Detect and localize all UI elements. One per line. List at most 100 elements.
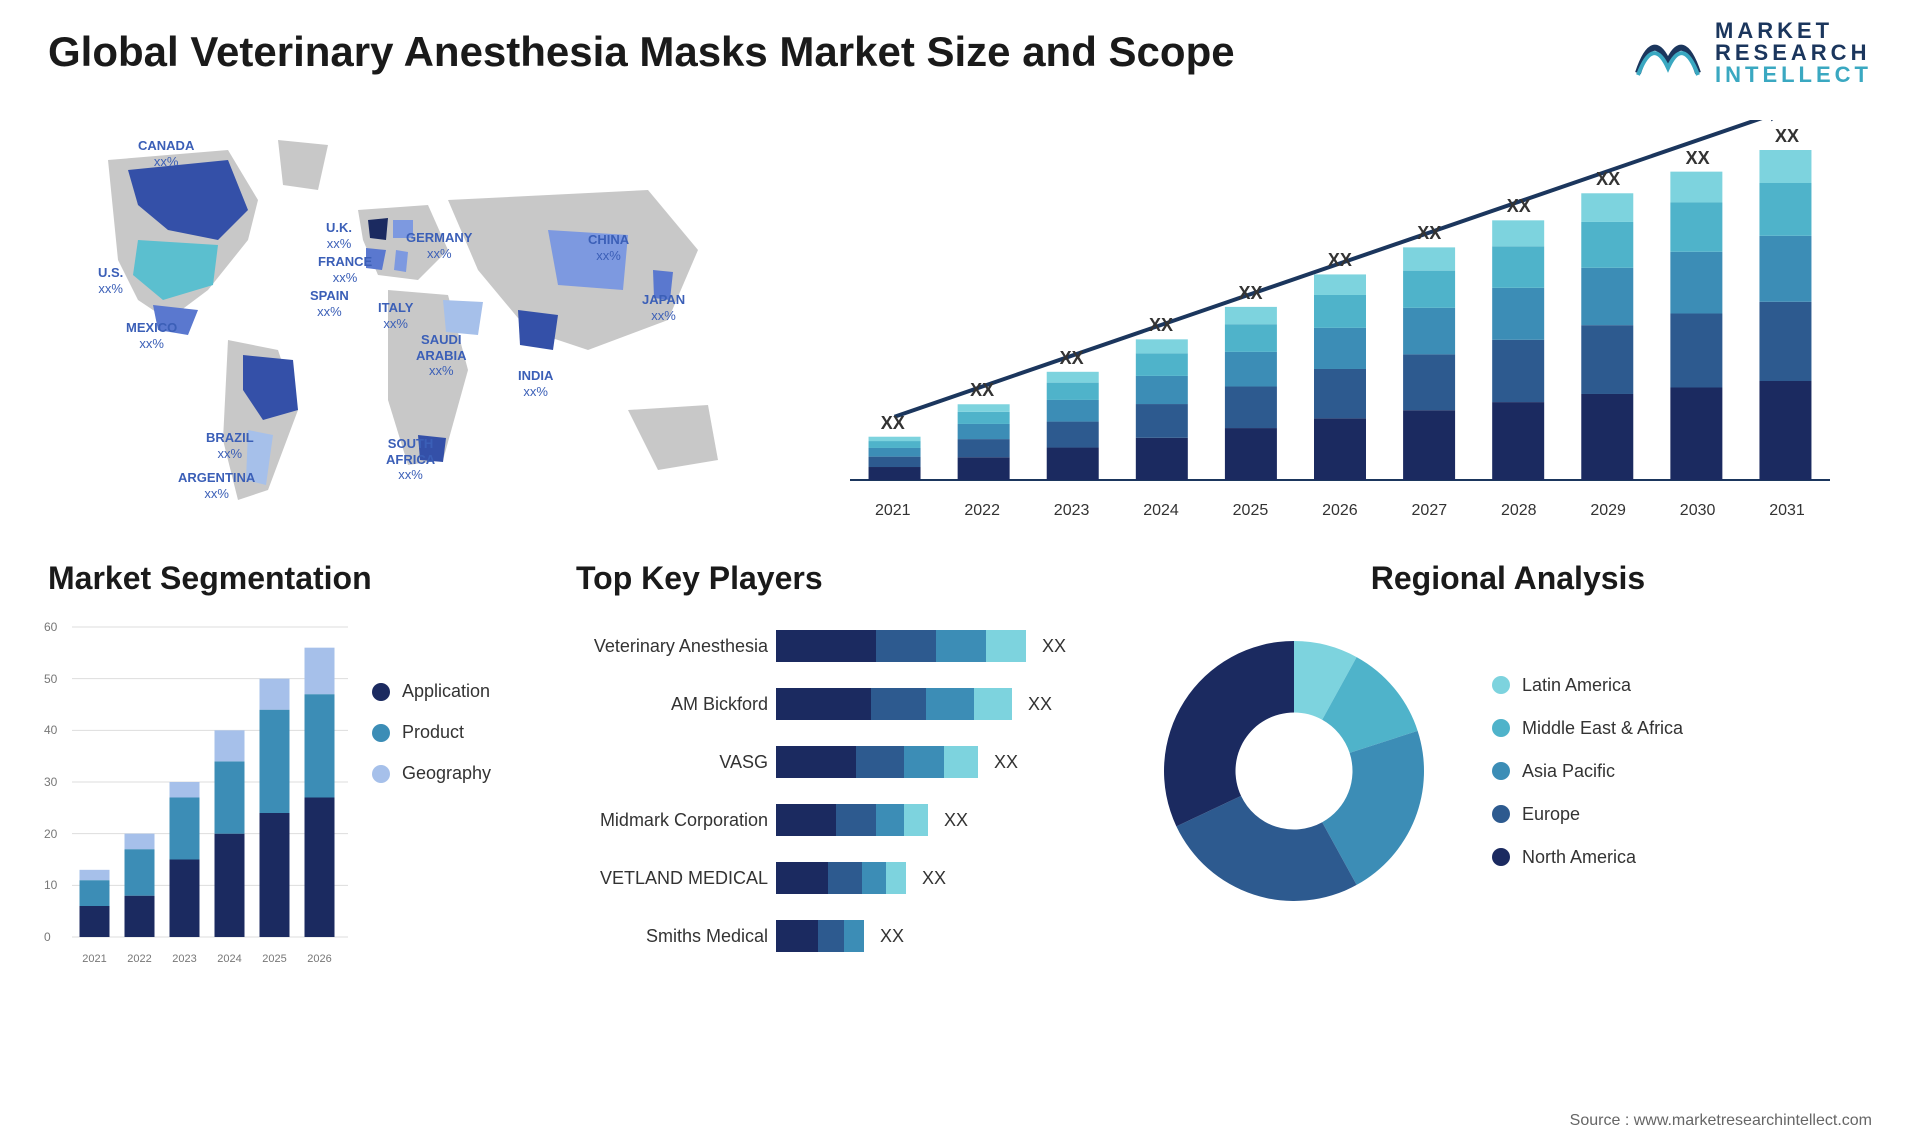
- key-player-bar-segment: [828, 862, 862, 894]
- map-label-south-africa: SOUTHAFRICAxx%: [386, 436, 435, 483]
- growth-year-2027: 2027: [1399, 502, 1459, 520]
- logo-line1: MARKET: [1715, 20, 1872, 42]
- key-player-value: XX: [880, 926, 904, 947]
- growth-bar-label: XX: [1310, 250, 1370, 271]
- seg-ytick: 20: [44, 827, 57, 841]
- seg-ytick: 30: [44, 775, 57, 789]
- key-player-bar-segment: [926, 688, 974, 720]
- seg-year-2025: 2025: [255, 953, 295, 965]
- key-player-label: VASG: [576, 752, 776, 773]
- regional-donut: [1144, 621, 1444, 921]
- seg-ytick: 0: [44, 930, 51, 944]
- key-player-bar: [776, 746, 978, 778]
- key-player-bar: [776, 804, 928, 836]
- growth-bar-label: XX: [952, 380, 1012, 401]
- growth-chart-svg: [808, 120, 1872, 520]
- map-label-saudi-arabia: SAUDIARABIAxx%: [416, 332, 467, 379]
- seg-year-2022: 2022: [120, 953, 160, 965]
- seg-legend-item: Application: [372, 681, 491, 702]
- key-player-bar-segment: [776, 630, 876, 662]
- key-players-rows: Veterinary Anesthesia XX AM BickfordXX VASG…: [576, 621, 1096, 961]
- regional-legend-item: Middle East & Africa: [1492, 718, 1683, 739]
- seg-year-2026: 2026: [300, 953, 340, 965]
- map-label-india: INDIAxx%: [518, 368, 553, 399]
- key-player-bar-segment: [904, 746, 944, 778]
- logo-line3: INTELLECT: [1715, 64, 1872, 86]
- key-player-row: AM BickfordXX: [576, 679, 1096, 729]
- segmentation-panel: Market Segmentation 01020304050602021202…: [48, 560, 528, 1080]
- key-player-label: Veterinary Anesthesia: [576, 636, 776, 657]
- legend-dot-icon: [1492, 676, 1510, 694]
- seg-legend-item: Product: [372, 722, 491, 743]
- key-player-label: Smiths Medical: [576, 926, 776, 947]
- seg-legend-item: Geography: [372, 763, 491, 784]
- regional-legend: Latin AmericaMiddle East & AfricaAsia Pa…: [1492, 675, 1683, 868]
- map-label-canada: CANADAxx%: [138, 138, 194, 169]
- seg-ytick: 60: [44, 620, 57, 634]
- map-label-u-k-: U.K.xx%: [326, 220, 352, 251]
- legend-dot-icon: [1492, 848, 1510, 866]
- key-player-row: Veterinary Anesthesia XX: [576, 621, 1096, 671]
- key-player-bar-segment: [876, 804, 904, 836]
- growth-year-2030: 2030: [1668, 502, 1728, 520]
- regional-legend-item: Europe: [1492, 804, 1683, 825]
- key-player-bar-segment: [936, 630, 986, 662]
- legend-dot-icon: [372, 683, 390, 701]
- key-player-label: Midmark Corporation: [576, 810, 776, 831]
- key-player-label: VETLAND MEDICAL: [576, 868, 776, 889]
- growth-year-2029: 2029: [1578, 502, 1638, 520]
- map-label-italy: ITALYxx%: [378, 300, 413, 331]
- key-player-bar-segment: [862, 862, 886, 894]
- growth-year-2026: 2026: [1310, 502, 1370, 520]
- growth-bar-label: XX: [1578, 169, 1638, 190]
- map-label-france: FRANCExx%: [318, 254, 372, 285]
- logo-icon: [1633, 23, 1703, 83]
- segmentation-chart: 0102030405060202120222023202420252026: [48, 621, 348, 961]
- legend-label: Latin America: [1522, 675, 1631, 696]
- key-player-bar: [776, 630, 1026, 662]
- key-player-bar-segment: [836, 804, 876, 836]
- key-player-bar-segment: [944, 746, 978, 778]
- growth-bar-label: XX: [1668, 148, 1728, 169]
- legend-dot-icon: [1492, 762, 1510, 780]
- seg-year-2024: 2024: [210, 953, 250, 965]
- legend-dot-icon: [1492, 805, 1510, 823]
- key-players-panel: Top Key Players Veterinary AnesthesiaXXA…: [576, 560, 1096, 1080]
- growth-year-2028: 2028: [1489, 502, 1549, 520]
- source-attribution: Source : www.marketresearchintellect.com: [1570, 1112, 1872, 1130]
- key-player-bar-segment: [818, 920, 844, 952]
- growth-chart: 2021XX2022XX2023XX2024XX2025XX2026XX2027…: [808, 120, 1872, 520]
- key-player-row: Smiths Medical XX: [576, 911, 1096, 961]
- growth-bar-label: XX: [1131, 315, 1191, 336]
- key-player-bar-segment: [776, 746, 856, 778]
- key-player-bar-segment: [776, 804, 836, 836]
- regional-panel: Regional Analysis Latin AmericaMiddle Ea…: [1144, 560, 1872, 1080]
- legend-dot-icon: [1492, 719, 1510, 737]
- map-label-china: CHINAxx%: [588, 232, 629, 263]
- key-player-bar-segment: [844, 920, 864, 952]
- key-player-value: XX: [1042, 636, 1066, 657]
- key-player-value: XX: [944, 810, 968, 831]
- map-label-japan: JAPANxx%: [642, 292, 685, 323]
- growth-year-2025: 2025: [1220, 502, 1280, 520]
- key-player-bar-segment: [871, 688, 926, 720]
- key-player-value: XX: [994, 752, 1018, 773]
- legend-label: Application: [402, 681, 490, 702]
- regional-legend-item: Latin America: [1492, 675, 1683, 696]
- key-player-value: XX: [922, 868, 946, 889]
- key-player-bar: [776, 862, 906, 894]
- key-player-bar-segment: [974, 688, 1012, 720]
- legend-dot-icon: [372, 724, 390, 742]
- key-player-bar-segment: [776, 862, 828, 894]
- legend-label: North America: [1522, 847, 1636, 868]
- seg-year-2023: 2023: [165, 953, 205, 965]
- seg-year-2021: 2021: [75, 953, 115, 965]
- key-player-bar-segment: [776, 688, 871, 720]
- growth-bar-label: XX: [1399, 223, 1459, 244]
- growth-bar-label: XX: [863, 413, 923, 434]
- legend-label: Europe: [1522, 804, 1580, 825]
- map-label-spain: SPAINxx%: [310, 288, 349, 319]
- map-label-u-s-: U.S.xx%: [98, 265, 123, 296]
- key-player-bar-segment: [986, 630, 1026, 662]
- legend-dot-icon: [372, 765, 390, 783]
